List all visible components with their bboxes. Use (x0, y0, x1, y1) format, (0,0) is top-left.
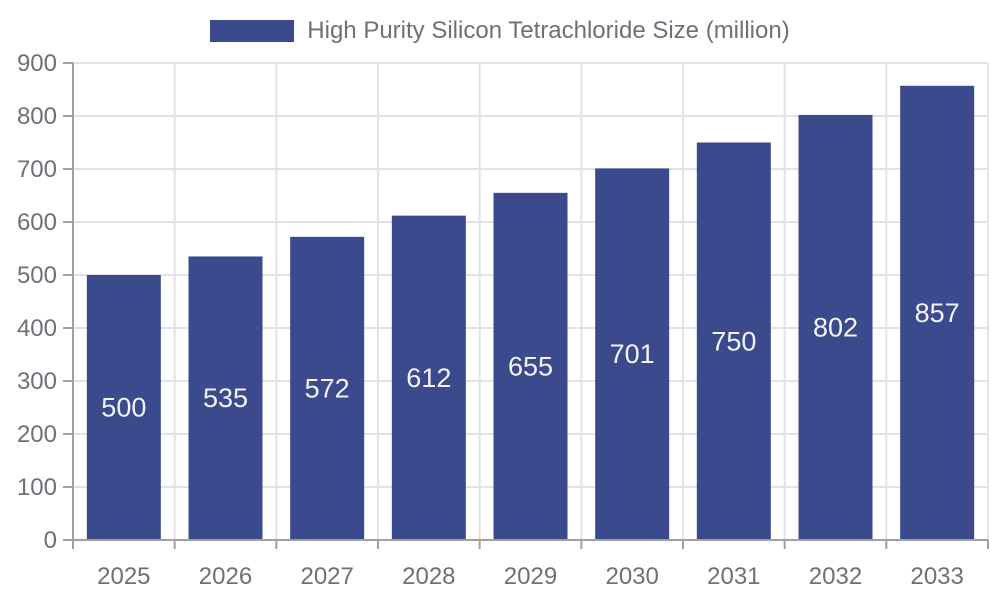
bar-value-label: 500 (101, 393, 146, 423)
bar-value-label: 750 (711, 326, 756, 356)
bar-value-label: 802 (813, 312, 858, 342)
y-tick-label: 700 (17, 156, 57, 183)
y-tick-label: 400 (17, 315, 57, 342)
x-tick-label: 2025 (97, 563, 150, 590)
bar-value-label: 655 (508, 351, 553, 381)
bar-2029[interactable] (493, 192, 568, 540)
y-tick-label: 600 (17, 209, 57, 236)
bar-2033[interactable] (900, 85, 975, 540)
bar-2031[interactable] (696, 142, 771, 541)
x-tick-label: 2030 (605, 563, 658, 590)
x-tick-label: 2033 (910, 563, 963, 590)
bar-2028[interactable] (391, 215, 466, 540)
legend-label: High Purity Silicon Tetrachloride Size (… (307, 17, 790, 44)
x-tick-label: 2029 (504, 563, 557, 590)
bar-value-label: 612 (406, 363, 451, 393)
x-tick-label: 2028 (402, 563, 455, 590)
bar-2030[interactable] (595, 168, 670, 540)
y-tick-label: 300 (17, 368, 57, 395)
bar-value-label: 535 (203, 383, 248, 413)
x-tick-label: 2027 (300, 563, 353, 590)
x-tick-label: 2031 (707, 563, 760, 590)
x-tick-label: 2032 (809, 563, 862, 590)
y-tick-label: 800 (17, 103, 57, 130)
y-tick-label: 500 (17, 262, 57, 289)
bar-value-label: 572 (305, 373, 350, 403)
y-tick-label: 200 (17, 421, 57, 448)
y-tick-label: 900 (17, 50, 57, 77)
legend-swatch (210, 20, 295, 42)
bar-2025[interactable] (86, 275, 161, 540)
bar-2026[interactable] (188, 256, 263, 540)
bar-value-label: 857 (915, 298, 960, 328)
y-tick-label: 0 (44, 527, 57, 554)
legend[interactable]: High Purity Silicon Tetrachloride Size (… (0, 14, 1000, 48)
bar-2027[interactable] (290, 236, 365, 540)
y-tick-label: 100 (17, 474, 57, 501)
bar-value-label: 701 (610, 339, 655, 369)
x-tick-label: 2026 (199, 563, 252, 590)
bar-2032[interactable] (798, 114, 873, 540)
